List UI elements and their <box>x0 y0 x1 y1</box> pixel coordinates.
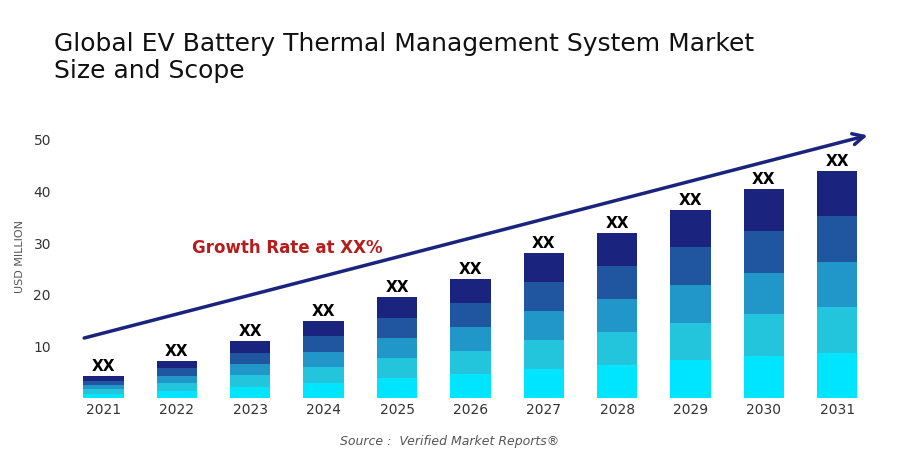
Text: Global EV Battery Thermal Management System Market
Size and Scope: Global EV Battery Thermal Management Sys… <box>54 32 754 83</box>
Bar <box>743 356 784 398</box>
Bar <box>817 262 858 307</box>
Text: XX: XX <box>752 172 776 187</box>
Bar <box>524 311 564 340</box>
Bar <box>524 340 564 369</box>
Bar <box>817 216 858 262</box>
Bar <box>84 385 123 389</box>
Bar <box>84 381 123 385</box>
Bar <box>524 253 564 283</box>
Bar <box>303 321 344 336</box>
Bar <box>743 273 784 315</box>
Bar <box>230 375 271 387</box>
Bar <box>230 364 271 375</box>
Bar <box>743 315 784 356</box>
Bar <box>450 327 491 351</box>
Bar <box>817 353 858 398</box>
Text: XX: XX <box>606 216 629 231</box>
Bar <box>84 394 123 398</box>
Text: XX: XX <box>825 154 849 169</box>
Bar <box>230 387 271 398</box>
Bar <box>157 383 197 391</box>
Bar <box>377 378 418 398</box>
Bar <box>450 351 491 374</box>
Text: XX: XX <box>459 262 482 277</box>
Bar <box>743 189 784 231</box>
Bar <box>377 358 418 378</box>
Bar <box>303 382 344 398</box>
Bar <box>303 367 344 382</box>
Bar <box>230 353 271 364</box>
Text: Growth Rate at XX%: Growth Rate at XX% <box>192 239 382 257</box>
Bar <box>817 171 858 216</box>
Text: XX: XX <box>385 280 409 295</box>
Bar <box>230 341 271 353</box>
Bar <box>450 374 491 398</box>
Bar <box>743 231 784 273</box>
Bar <box>303 351 344 367</box>
Bar <box>303 336 344 351</box>
Bar <box>597 332 637 365</box>
Bar <box>670 210 711 248</box>
Bar <box>524 369 564 398</box>
Bar <box>157 376 197 383</box>
Bar <box>670 360 711 398</box>
Bar <box>377 338 418 358</box>
Text: XX: XX <box>238 324 262 339</box>
Bar <box>377 318 418 338</box>
Bar <box>450 279 491 303</box>
Bar <box>597 365 637 398</box>
Bar <box>597 266 637 299</box>
Bar <box>157 391 197 398</box>
Text: XX: XX <box>312 304 336 319</box>
Text: XX: XX <box>679 193 702 207</box>
Text: XX: XX <box>165 344 189 359</box>
Bar <box>450 303 491 327</box>
Bar <box>84 389 123 394</box>
Text: XX: XX <box>92 360 115 374</box>
Bar <box>524 283 564 311</box>
Bar <box>157 369 197 376</box>
Bar <box>597 299 637 332</box>
Text: Source :  Verified Market Reports®: Source : Verified Market Reports® <box>340 436 560 449</box>
Bar <box>377 297 418 318</box>
Text: XX: XX <box>532 236 555 252</box>
Bar <box>670 323 711 360</box>
Bar <box>670 285 711 323</box>
Bar <box>157 361 197 369</box>
Bar <box>597 233 637 266</box>
Bar <box>670 248 711 285</box>
Bar <box>84 377 123 381</box>
Y-axis label: USD MILLION: USD MILLION <box>15 220 25 292</box>
Bar <box>817 307 858 353</box>
